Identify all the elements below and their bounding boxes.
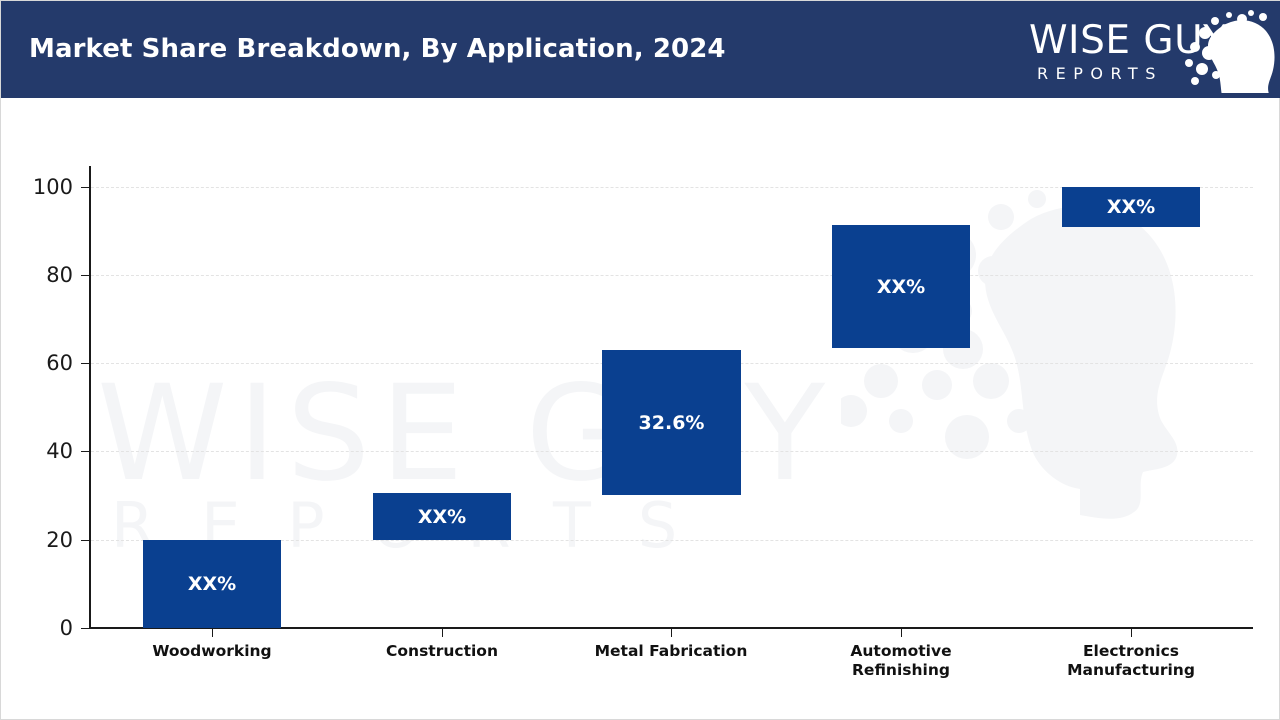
wise-guy-reports-logo: WISE GUY REPORTS xyxy=(1019,7,1275,93)
x-tick-mark-woodworking xyxy=(212,629,213,637)
y-tick-label-0: 0 xyxy=(59,616,73,640)
x-tick-mark-automotive-refinishing xyxy=(901,629,902,637)
y-tick-label-80: 80 xyxy=(46,263,73,287)
y-tick-label-40: 40 xyxy=(46,439,73,463)
x-axis-line xyxy=(89,627,1253,629)
bar-value-label: XX% xyxy=(876,275,926,298)
x-tick-label-line: Automotive xyxy=(850,642,952,660)
y-tick-label-20: 20 xyxy=(46,528,73,552)
y-tick-label-60: 60 xyxy=(46,351,73,375)
x-tick-label-electronics-manufacturing: Electronics Manufacturing xyxy=(1016,642,1246,680)
x-tick-mark-electronics-manufacturing xyxy=(1131,629,1132,637)
gridline-100 xyxy=(91,187,1253,188)
y-axis-line xyxy=(89,166,91,628)
x-tick-label-metal-fabrication: Metal Fabrication xyxy=(556,642,786,661)
page-title: Market Share Breakdown, By Application, … xyxy=(29,34,726,64)
bar-woodworking[interactable]: XX% xyxy=(143,540,281,628)
bar-value-label: 32.6% xyxy=(638,411,705,434)
bar-electronics-manufacturing[interactable]: XX% xyxy=(1062,187,1200,227)
x-tick-label-automotive-refinishing: Automotive Refinishing xyxy=(786,642,1016,680)
x-tick-label-line: Metal Fabrication xyxy=(594,642,748,660)
y-tick-mark-20 xyxy=(81,540,90,541)
y-tick-mark-0 xyxy=(81,628,90,629)
gridline-80 xyxy=(91,275,1253,276)
svg-text:WISE GUY: WISE GUY xyxy=(1029,18,1227,63)
y-tick-mark-60 xyxy=(81,363,90,364)
header-bar: Market Share Breakdown, By Application, … xyxy=(1,1,1280,98)
x-tick-mark-metal-fabrication xyxy=(671,629,672,637)
y-tick-mark-40 xyxy=(81,451,90,452)
gridline-20 xyxy=(91,540,1253,541)
x-tick-label-line: Refinishing xyxy=(852,661,950,679)
bar-metal-fabrication[interactable]: 32.6% xyxy=(602,350,741,495)
x-tick-label-line: Manufacturing xyxy=(1067,661,1195,679)
bar-value-label: XX% xyxy=(417,505,467,528)
bar-value-label: XX% xyxy=(187,573,237,595)
bar-automotive-refinishing[interactable]: XX% xyxy=(832,225,970,348)
head-dots-icon xyxy=(1185,10,1275,93)
chart-plot-area: WISE GUY REPORTS xyxy=(1,99,1279,719)
y-tick-label-100: 100 xyxy=(32,175,73,199)
x-tick-label-line: Woodworking xyxy=(152,642,272,660)
y-tick-mark-80 xyxy=(81,275,90,276)
x-tick-label-construction: Construction xyxy=(327,642,557,661)
y-tick-mark-100 xyxy=(81,187,90,188)
x-tick-label-line: Electronics xyxy=(1082,642,1180,660)
x-tick-mark-construction xyxy=(442,629,443,637)
x-tick-label-woodworking: Woodworking xyxy=(97,642,327,661)
bar-construction[interactable]: XX% xyxy=(373,493,511,540)
svg-text:REPORTS: REPORTS xyxy=(1037,64,1163,83)
x-tick-label-line: Construction xyxy=(386,642,498,660)
bar-value-label: XX% xyxy=(1106,196,1156,218)
